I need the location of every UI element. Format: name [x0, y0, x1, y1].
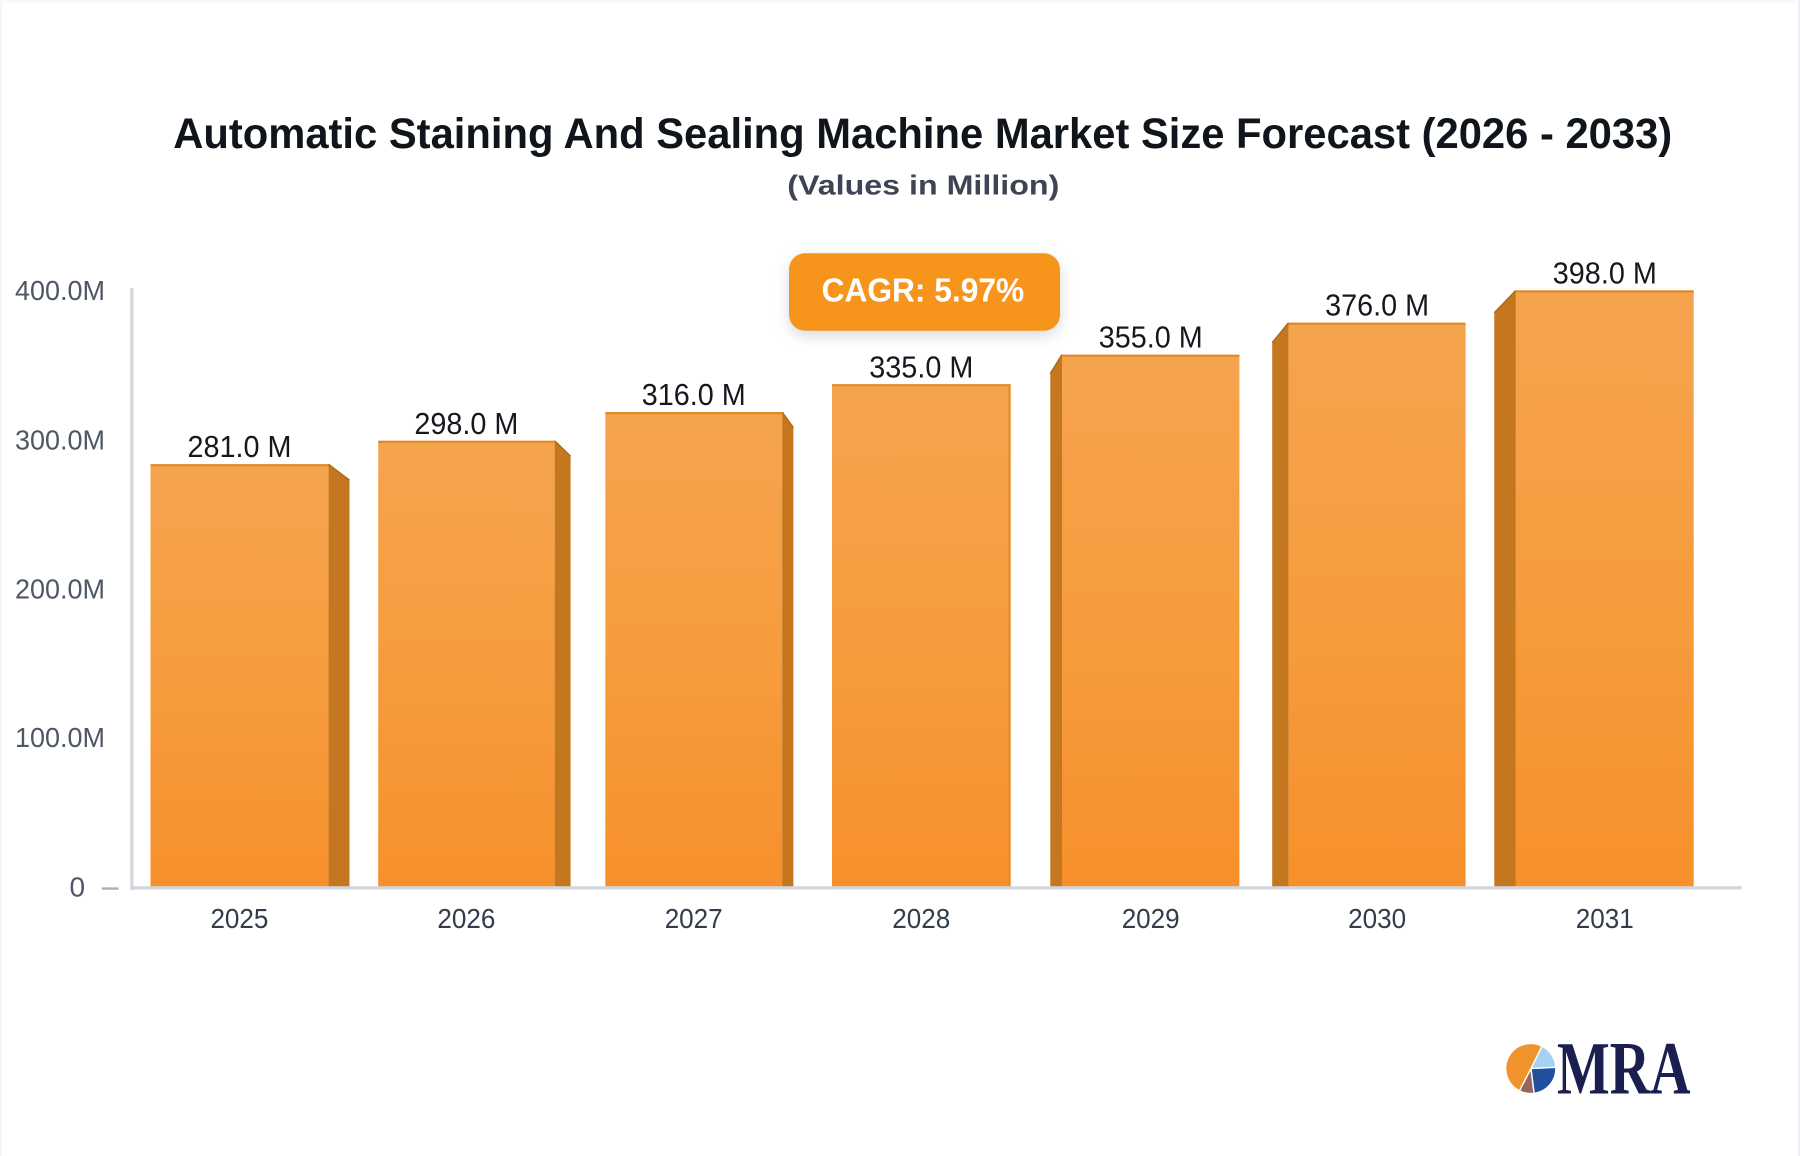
svg-text:2030: 2030 — [1348, 903, 1406, 934]
svg-text:335.0 M: 335.0 M — [869, 349, 973, 384]
svg-text:(Values in Million): (Values in Million) — [787, 169, 1059, 200]
svg-text:281.0 M: 281.0 M — [187, 429, 291, 464]
svg-text:376.0 M: 376.0 M — [1325, 288, 1429, 323]
svg-text:398.0 M: 398.0 M — [1553, 255, 1657, 290]
svg-text:100.0M: 100.0M — [15, 722, 105, 753]
svg-text:400.0M: 400.0M — [15, 275, 105, 306]
svg-text:355.0 M: 355.0 M — [1099, 320, 1203, 355]
svg-text:2027: 2027 — [665, 903, 723, 934]
svg-text:2025: 2025 — [210, 903, 268, 934]
svg-text:Automatic Staining And Sealing: Automatic Staining And Sealing Machine M… — [173, 110, 1672, 158]
svg-text:2026: 2026 — [437, 903, 495, 934]
svg-text:2028: 2028 — [892, 903, 950, 934]
svg-text:298.0 M: 298.0 M — [414, 406, 518, 441]
svg-text:0: 0 — [70, 871, 86, 902]
svg-text:2029: 2029 — [1122, 903, 1180, 934]
svg-text:CAGR: 5.97%: CAGR: 5.97% — [822, 271, 1025, 308]
svg-text:200.0M: 200.0M — [15, 574, 105, 605]
svg-text:300.0M: 300.0M — [15, 425, 105, 456]
svg-text:2031: 2031 — [1576, 903, 1634, 934]
svg-text:MRA: MRA — [1557, 1028, 1691, 1111]
svg-text:316.0 M: 316.0 M — [642, 377, 746, 412]
